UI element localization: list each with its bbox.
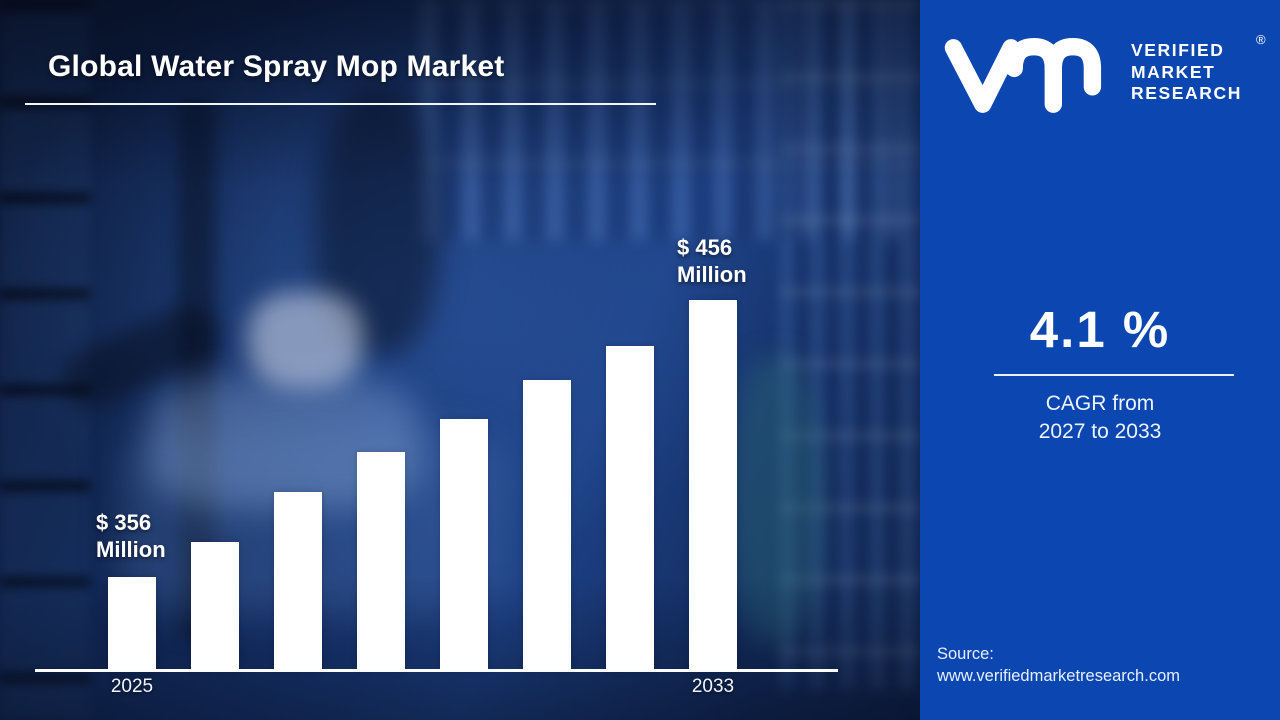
brand-name-line2: MARKET xyxy=(1131,61,1216,82)
brand-name: VERIFIED MARKET RESEARCH xyxy=(1131,40,1242,105)
last-bar-value-line2: Million xyxy=(677,262,747,287)
x-tick-2025: 2025 xyxy=(110,676,154,697)
bar xyxy=(191,542,239,671)
brand-logo: VERIFIED MARKET RESEARCH ® xyxy=(938,30,1268,120)
bar xyxy=(357,452,405,671)
chart-panel: Global Water Spray Mop Market $ 356 Mill… xyxy=(0,0,920,720)
x-axis-line xyxy=(35,669,838,672)
bar xyxy=(440,419,488,671)
cagr-caption: CAGR from 2027 to 2033 xyxy=(920,390,1280,446)
brand-name-line1: VERIFIED xyxy=(1131,40,1225,60)
bar xyxy=(274,492,322,671)
bar-2025 xyxy=(108,577,156,671)
x-tick-2033: 2033 xyxy=(691,676,735,697)
page-title: Global Water Spray Mop Market xyxy=(48,50,505,83)
cagr-caption-line2: 2027 to 2033 xyxy=(1038,420,1162,443)
bar xyxy=(523,380,571,671)
source-label: Source: xyxy=(937,645,994,663)
source-url[interactable]: www.verifiedmarketresearch.com xyxy=(937,667,1180,685)
cagr-underline xyxy=(994,374,1234,376)
last-bar-value-line1: $ 456 xyxy=(677,235,733,260)
registered-trademark-icon: ® xyxy=(1256,32,1266,47)
first-bar-value-line1: $ 356 xyxy=(96,510,152,535)
last-bar-value-label: $ 456 Million xyxy=(677,234,747,288)
bar-2033 xyxy=(689,300,737,671)
vm-logo-icon xyxy=(944,38,1102,113)
brand-panel: VERIFIED MARKET RESEARCH ® 4.1 % CAGR fr… xyxy=(920,0,1280,720)
cagr-value: 4.1 % xyxy=(1029,301,1171,358)
first-bar-value-line2: Million xyxy=(96,537,166,562)
source-block: Source: www.verifiedmarketresearch.com xyxy=(937,643,1180,687)
title-underline xyxy=(25,103,656,105)
brand-name-line3: RESEARCH xyxy=(1131,83,1243,103)
cagr-caption-line1: CAGR from xyxy=(1045,392,1155,415)
first-bar-value-label: $ 356 Million xyxy=(96,509,166,563)
bar xyxy=(606,346,654,671)
